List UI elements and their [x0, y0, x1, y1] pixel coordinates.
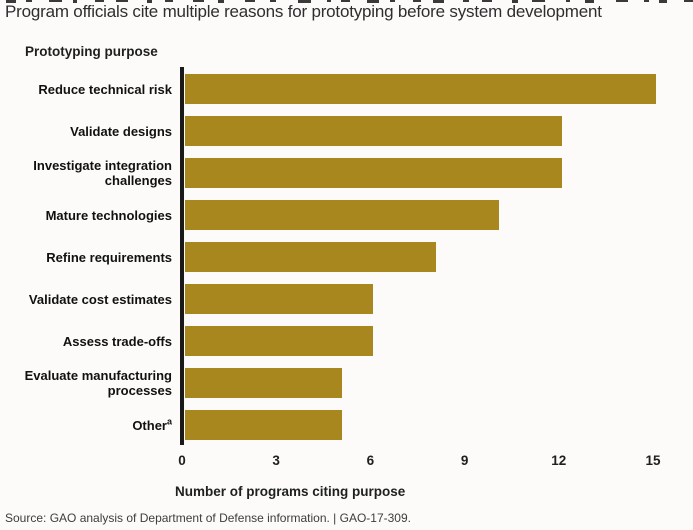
x-tick-label: 15 — [645, 453, 661, 468]
bar-row: Reduce technical risk — [0, 74, 693, 104]
x-axis-ticks: 0 3 6 9 12 15 — [0, 453, 693, 469]
bar-row: Validate cost estimates — [0, 284, 693, 314]
bar-row: Assess trade-offs — [0, 326, 693, 356]
bar-row: Investigate integration challenges — [0, 158, 693, 188]
bar — [185, 200, 499, 230]
footnote-marker: a — [166, 416, 172, 427]
x-tick-label: 0 — [178, 453, 186, 468]
x-axis-label: Number of programs citing purpose — [175, 484, 406, 499]
bar-row: Mature technologies — [0, 200, 693, 230]
category-label: Mature technologies — [45, 207, 172, 223]
category-label: Evaluate manufacturing processes — [24, 368, 172, 398]
category-label: Validate designs — [70, 123, 172, 139]
source-note: Source: GAO analysis of Department of De… — [5, 511, 411, 525]
x-tick-label: 3 — [272, 453, 280, 468]
category-label: Reduce technical risk — [38, 81, 172, 97]
category-label: Validate cost estimates — [28, 291, 172, 307]
bar-row: Othera — [0, 410, 693, 440]
bar-row: Evaluate manufacturing processes — [0, 368, 693, 398]
figure-title: Program officials cite multiple reasons … — [5, 2, 602, 21]
x-tick-label: 9 — [460, 453, 469, 468]
cropped-previous-text-line — [0, 0, 693, 4]
bar — [185, 242, 437, 272]
bar — [185, 74, 656, 104]
x-tick-label: 6 — [366, 453, 375, 468]
bar-chart: Prototyping purpose Reduce technical ris… — [0, 44, 693, 499]
category-label: Refine requirements — [46, 249, 172, 265]
plot-area: Reduce technical risk Validate designs Inv… — [0, 67, 693, 445]
bar — [185, 284, 374, 314]
y-axis-line — [180, 67, 184, 445]
bar — [185, 116, 562, 146]
category-label: Assess trade-offs — [62, 333, 172, 349]
bar — [185, 368, 342, 398]
bar — [185, 326, 374, 356]
bar — [185, 410, 342, 440]
bar — [185, 158, 562, 188]
x-tick-label: 12 — [551, 453, 567, 468]
bar-row: Validate designs — [0, 116, 693, 146]
category-label: Investigate integration challenges — [33, 158, 172, 188]
y-axis-title: Prototyping purpose — [25, 44, 158, 59]
bar-row: Refine requirements — [0, 242, 693, 272]
category-label: Othera — [132, 416, 172, 433]
